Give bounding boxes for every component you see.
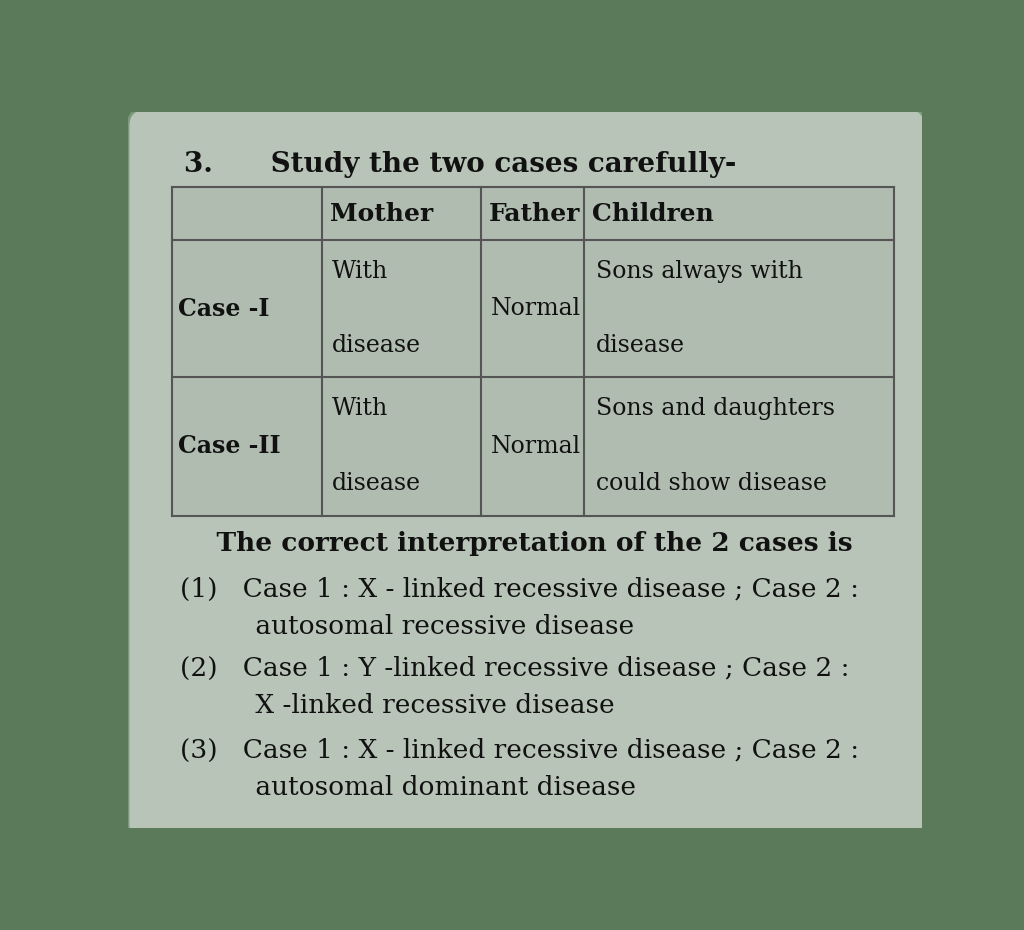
Text: (3)   Case 1 : X - linked recessive disease ; Case 2 :
         autosomal domina: (3) Case 1 : X - linked recessive diseas… (179, 738, 859, 800)
Bar (323, 187, 481, 241)
Text: With

disease: With disease (332, 397, 421, 496)
Bar (481, 377, 585, 516)
Bar (481, 187, 585, 241)
Text: Case -I: Case -I (178, 297, 269, 321)
Text: Sons and daughters

could show disease: Sons and daughters could show disease (596, 397, 836, 496)
Text: The correct interpretation of the 2 cases is: The correct interpretation of the 2 case… (179, 530, 852, 555)
Text: Normal: Normal (490, 435, 581, 458)
Text: (2)   Case 1 : Y -linked recessive disease ; Case 2 :
         X -linked recessi: (2) Case 1 : Y -linked recessive disease… (179, 656, 849, 718)
Text: Normal: Normal (490, 297, 581, 320)
Bar (172, 187, 323, 241)
Bar (323, 241, 481, 377)
Text: Mother: Mother (331, 202, 433, 226)
Text: Sons always with

disease: Sons always with disease (596, 259, 803, 357)
Text: (1)   Case 1 : X - linked recessive disease ; Case 2 :
         autosomal recess: (1) Case 1 : X - linked recessive diseas… (179, 577, 858, 639)
Bar (172, 377, 323, 516)
Bar (585, 241, 894, 377)
Text: Father: Father (489, 202, 581, 226)
Text: 3.      Study the two cases carefully-: 3. Study the two cases carefully- (183, 151, 736, 178)
Text: Case -II: Case -II (178, 434, 281, 458)
Text: Children: Children (592, 202, 714, 226)
Bar (585, 377, 894, 516)
FancyBboxPatch shape (128, 108, 926, 842)
Bar (481, 241, 585, 377)
Bar (585, 187, 894, 241)
Bar (323, 377, 481, 516)
Text: With

disease: With disease (332, 259, 421, 357)
Bar (172, 241, 323, 377)
